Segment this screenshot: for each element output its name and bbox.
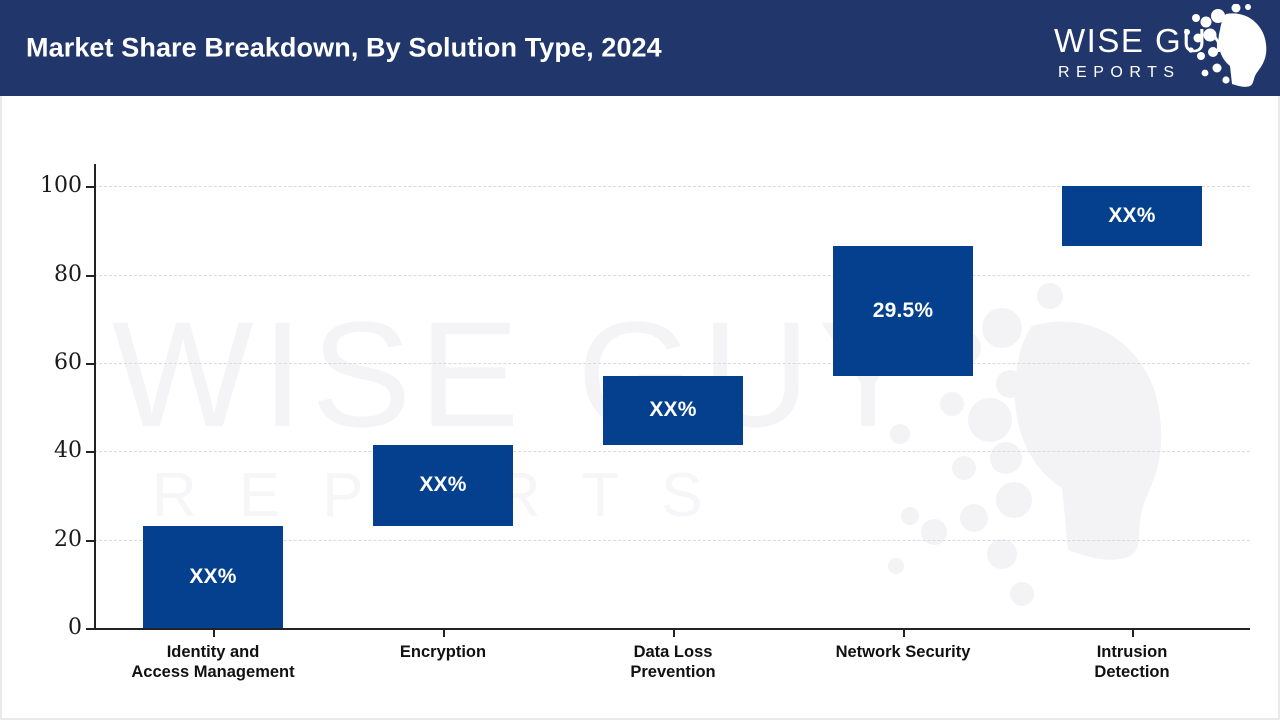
gridline-20 <box>94 539 1250 541</box>
bar-data-loss-prevention[interactable]: XX% <box>603 376 743 445</box>
bar-label-4: XX% <box>1108 203 1156 227</box>
y-axis <box>94 164 96 628</box>
bar-label-2: XX% <box>649 398 697 422</box>
page-title: Market Share Breakdown, By Solution Type… <box>26 32 662 63</box>
plot-area: 0 20 40 60 80 100 XX% XX% XX% 29.5% XX% … <box>40 164 1250 681</box>
x-tick-4 <box>1132 628 1134 637</box>
x-tick-0 <box>213 628 215 637</box>
y-axis-label-40: 40 <box>54 438 82 464</box>
y-tick-0 <box>86 628 94 630</box>
y-axis-label-80: 80 <box>54 261 82 287</box>
y-tick-60 <box>86 362 94 365</box>
bar-identity-and-access-management[interactable]: XX% <box>143 526 283 628</box>
x-axis-category-label-3: Network Security <box>835 643 971 661</box>
svg-text:WISE GUY: WISE GUY <box>1054 22 1231 59</box>
page-header: Market Share Breakdown, By Solution Type… <box>0 0 1280 96</box>
x-tick-2 <box>673 628 675 637</box>
svg-text:REPORTS: REPORTS <box>1058 64 1181 81</box>
y-axis-label-60: 60 <box>54 349 82 375</box>
logo-svg: WISE GUY REPORTS <box>1054 3 1267 87</box>
x-axis <box>94 628 1250 630</box>
y-axis-label-20: 20 <box>54 526 82 552</box>
x-axis-category-label-1: Encryption <box>399 643 487 661</box>
gridline-60 <box>94 362 1250 364</box>
bar-label-1: XX% <box>419 473 467 497</box>
x-tick-1 <box>443 628 445 637</box>
y-axis-label-0: 0 <box>68 615 82 640</box>
y-tick-80 <box>86 274 94 277</box>
bar-network-security[interactable]: 29.5% <box>833 245 973 376</box>
chart-container: WISE GUY REPORTS <box>0 96 1280 720</box>
x-tick-3 <box>903 628 905 637</box>
gridline-100 <box>94 186 1250 188</box>
bar-label-3: 29.5% <box>872 298 934 322</box>
x-axis-category-label-4: Intrusion Detection <box>1094 643 1170 681</box>
gridline-40 <box>94 451 1250 453</box>
y-tick-40 <box>86 451 94 454</box>
bar-encryption[interactable]: XX% <box>373 444 513 527</box>
bar-label-0: XX% <box>189 565 237 589</box>
x-axis-category-label-2: Data Loss Prevention <box>630 643 716 681</box>
y-tick-20 <box>86 539 94 542</box>
x-axis-category-label-0: Identity and Access Management <box>131 643 295 681</box>
gridline-80 <box>94 274 1250 276</box>
y-axis-label-100: 100 <box>40 173 82 199</box>
bar-intrusion-detection[interactable]: XX% <box>1062 186 1202 246</box>
y-tick-100 <box>86 186 94 189</box>
wise-guy-reports-logo: WISE GUY REPORTS <box>1050 3 1272 92</box>
